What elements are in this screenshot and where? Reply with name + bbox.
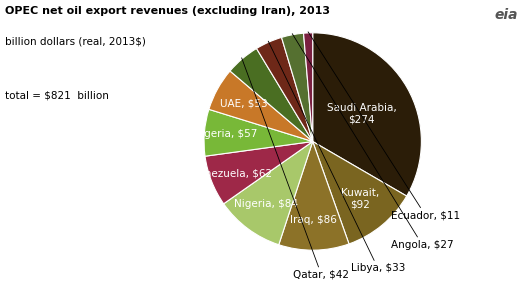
Text: Ecuador, $11: Ecuador, $11 — [308, 32, 460, 220]
Text: Saudi Arabia,
$274: Saudi Arabia, $274 — [327, 102, 396, 124]
Text: Venezuela, $62: Venezuela, $62 — [192, 168, 272, 178]
Wedge shape — [205, 142, 313, 204]
Wedge shape — [209, 71, 313, 142]
Wedge shape — [257, 37, 313, 142]
Wedge shape — [304, 33, 313, 142]
Wedge shape — [204, 109, 313, 156]
Text: Kuwait,
$92: Kuwait, $92 — [341, 188, 379, 209]
Text: OPEC net oil export revenues (excluding Iran), 2013: OPEC net oil export revenues (excluding … — [5, 6, 330, 16]
Text: Qatar, $42: Qatar, $42 — [242, 58, 349, 280]
Wedge shape — [230, 48, 313, 142]
Text: Libya, $33: Libya, $33 — [268, 41, 405, 273]
Wedge shape — [313, 33, 421, 196]
Text: eia: eia — [494, 8, 518, 22]
Wedge shape — [281, 33, 313, 142]
Wedge shape — [279, 142, 349, 250]
Wedge shape — [224, 142, 313, 245]
Text: Angola, $27: Angola, $27 — [292, 34, 454, 250]
Wedge shape — [313, 142, 407, 244]
Text: billion dollars (real, 2013$): billion dollars (real, 2013$) — [5, 37, 146, 47]
Text: Iraq, $86: Iraq, $86 — [290, 215, 337, 225]
Text: Nigeria, $84: Nigeria, $84 — [234, 199, 298, 209]
Text: UAE, $53: UAE, $53 — [220, 99, 268, 109]
Text: total = $821  billion: total = $821 billion — [5, 91, 109, 100]
Text: Algeria, $57: Algeria, $57 — [195, 129, 258, 139]
